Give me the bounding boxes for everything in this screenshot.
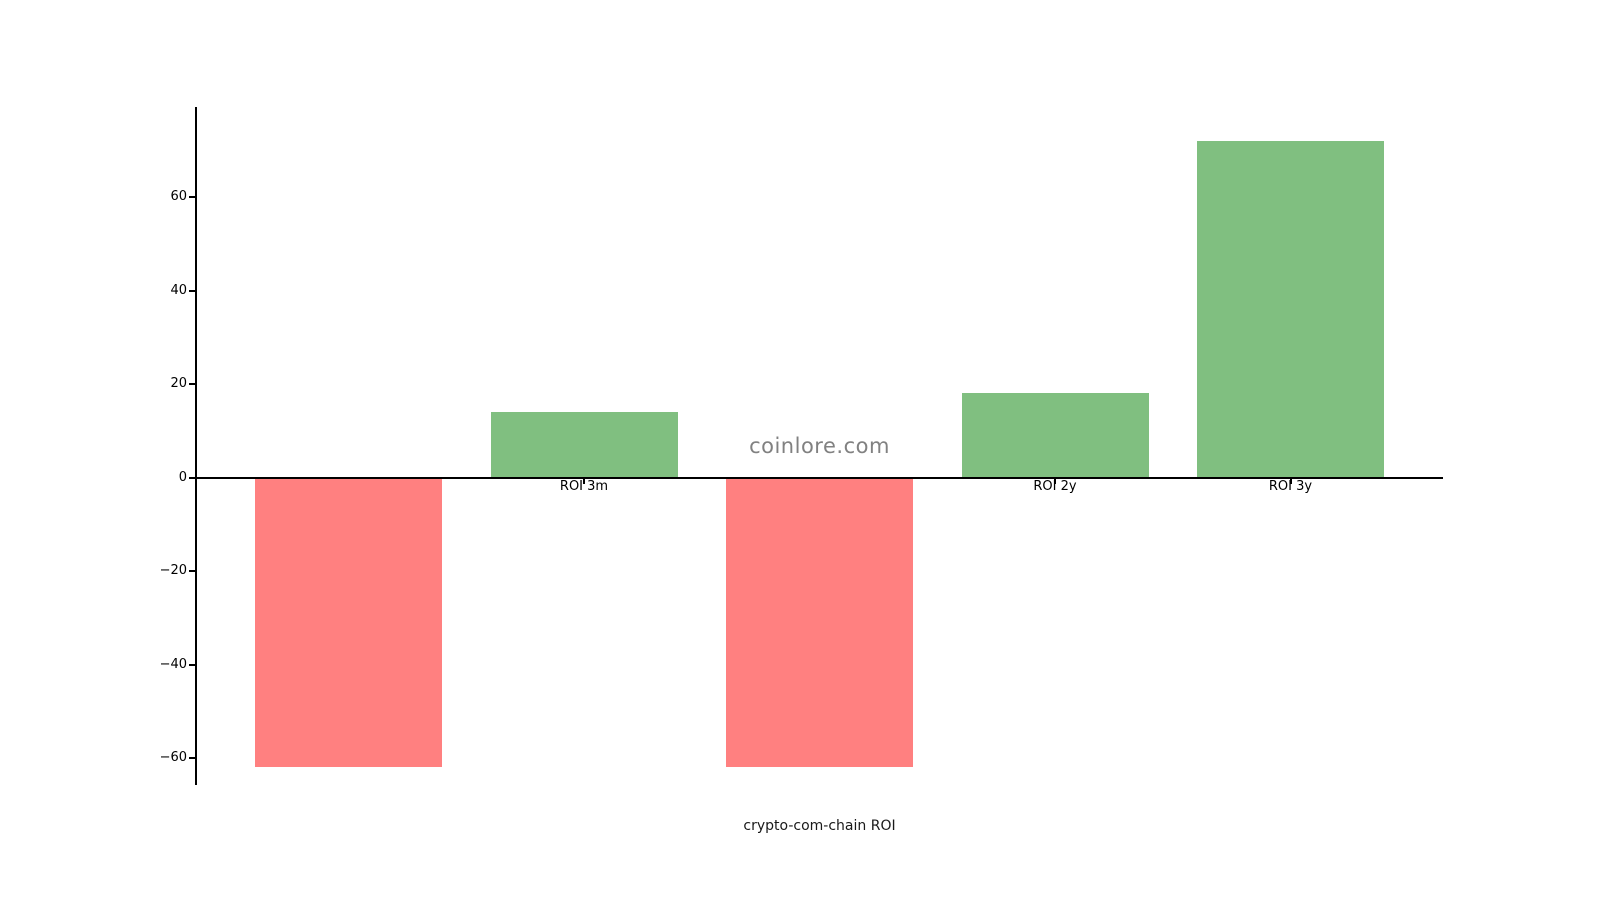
y-tick [189,383,195,385]
x-tick [1054,478,1056,484]
x-tick-label: ROI 3y [1268,479,1313,494]
chart-title: crypto-com-chain ROI [743,818,896,834]
y-tick [189,570,195,572]
y-tick [189,289,195,292]
x-tick [1289,478,1292,484]
y-tick-label: 40 [170,282,187,298]
x-axis-line [196,476,1443,479]
bar [961,393,1149,478]
y-tick-label: 0 [178,469,187,485]
x-tick-label: ROI 3m [559,479,609,494]
y-tick-label: 20 [170,376,187,391]
y-tick-label: −60 [159,750,187,765]
y-tick [189,663,195,666]
y-tick [189,476,195,479]
bar [726,477,913,768]
y-tick-label: −20 [159,563,187,578]
watermark: coinlore.com [749,434,890,458]
bar [1197,140,1384,478]
bar [255,477,442,768]
y-tick-label: 60 [170,189,187,204]
x-tick-label: ROI 2y [1033,479,1077,494]
y-tick-label: −40 [159,656,187,672]
y-tick [189,757,195,759]
x-tick [583,478,585,484]
y-axis-line [195,107,197,785]
y-tick [189,196,195,198]
bar [490,412,678,478]
